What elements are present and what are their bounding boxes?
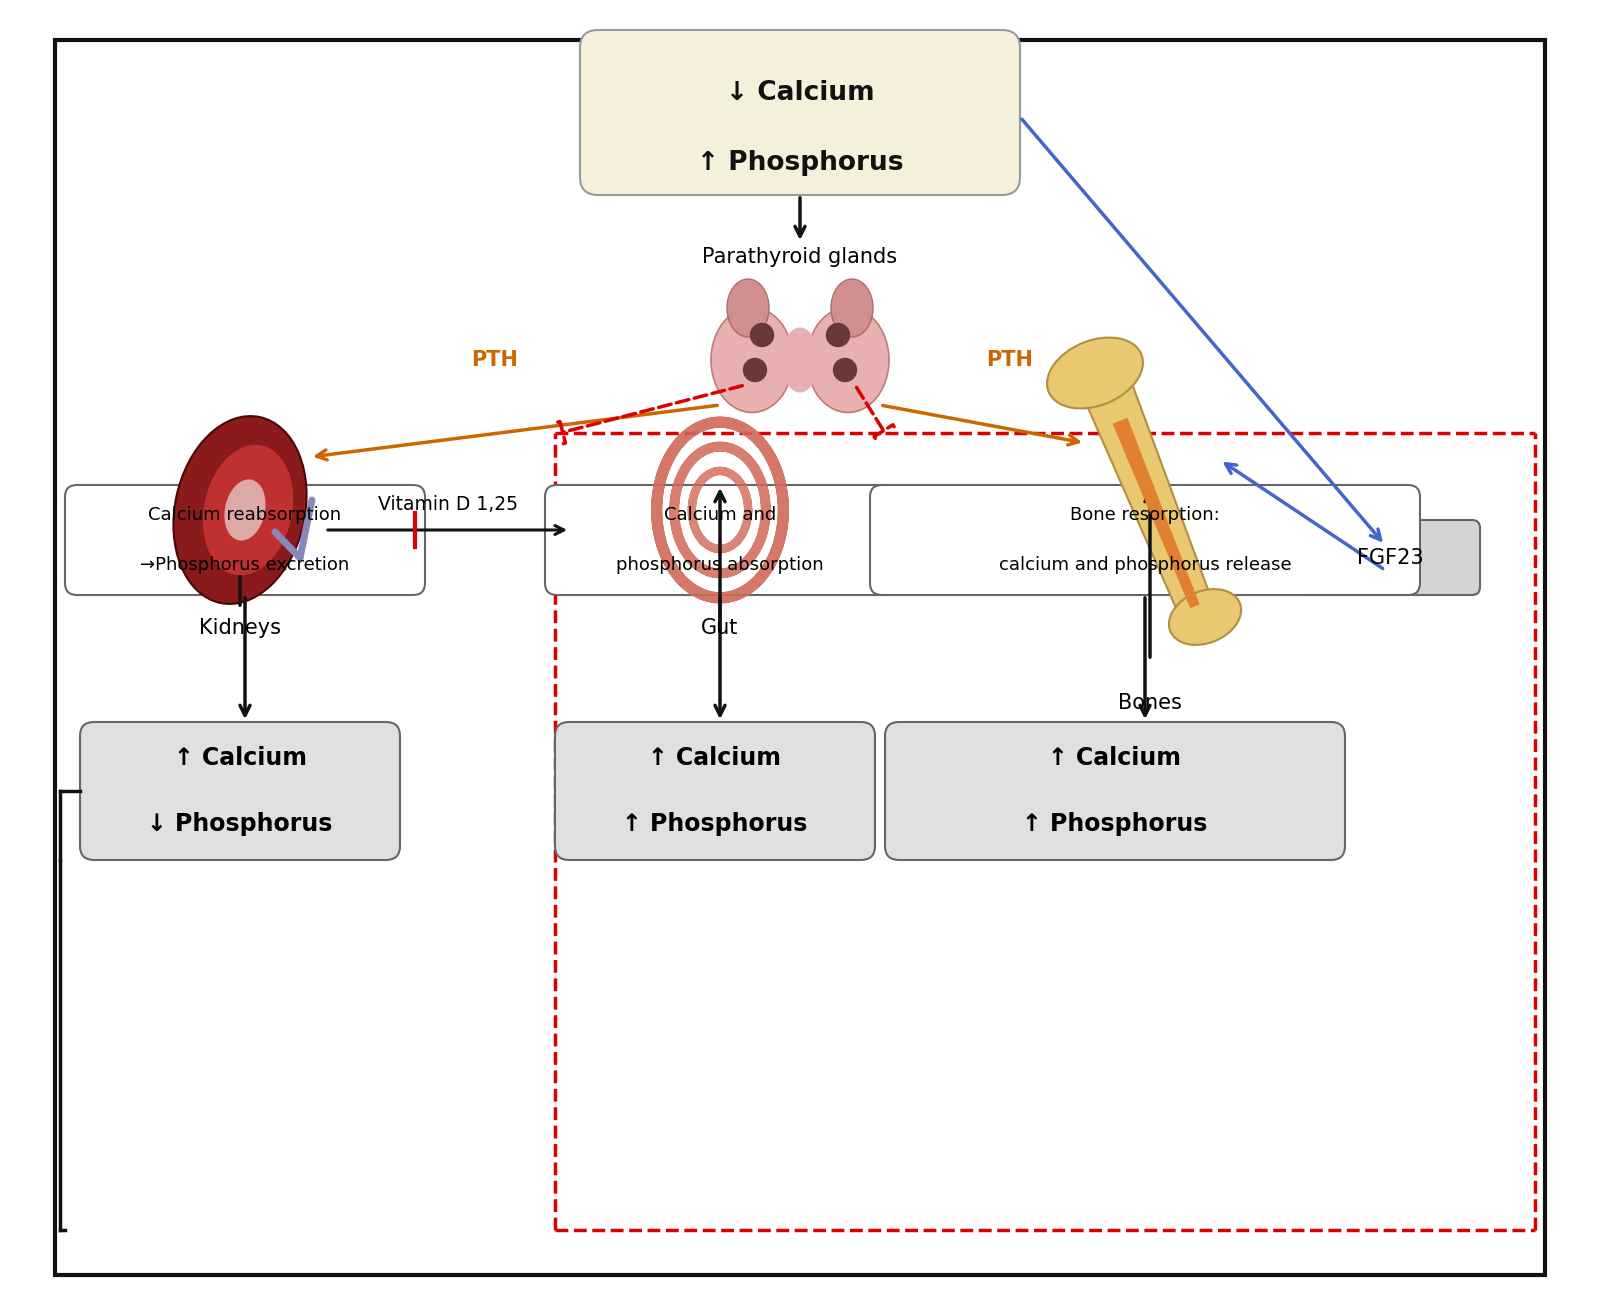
Text: →Phosphorus excretion: →Phosphorus excretion [141,556,350,575]
Text: PTH: PTH [472,350,518,370]
Ellipse shape [726,279,770,337]
Ellipse shape [806,308,890,413]
Circle shape [827,323,850,346]
Text: Bone resorption:: Bone resorption: [1070,506,1219,523]
Ellipse shape [781,327,819,392]
FancyBboxPatch shape [579,30,1021,195]
Polygon shape [1112,418,1200,608]
Text: phosphorus absorption: phosphorus absorption [616,556,824,575]
Text: Parathyroid glands: Parathyroid glands [702,247,898,267]
FancyBboxPatch shape [870,485,1421,594]
Ellipse shape [173,416,307,604]
FancyBboxPatch shape [66,485,426,594]
Circle shape [834,359,856,381]
Circle shape [750,323,773,346]
Text: Calcium and: Calcium and [664,506,776,523]
Ellipse shape [710,308,794,413]
Ellipse shape [203,444,293,575]
Text: ↓ Phosphorus: ↓ Phosphorus [147,813,333,836]
Polygon shape [1086,384,1224,646]
FancyBboxPatch shape [80,722,400,860]
Text: Kidneys: Kidneys [198,618,282,638]
Ellipse shape [1170,589,1242,644]
FancyBboxPatch shape [885,722,1346,860]
Text: PTH: PTH [987,350,1034,370]
Text: calcium and phosphorus release: calcium and phosphorus release [998,556,1291,575]
FancyBboxPatch shape [555,722,875,860]
Text: ↑ Phosphorus: ↑ Phosphorus [1022,813,1208,836]
Ellipse shape [224,480,266,540]
Text: ↑ Phosphorus: ↑ Phosphorus [622,813,808,836]
FancyBboxPatch shape [1299,519,1480,594]
Text: ↑ Calcium: ↑ Calcium [1048,746,1181,769]
Text: FGF23: FGF23 [1357,547,1424,568]
Text: ↓ Calcium: ↓ Calcium [726,80,874,107]
Text: ↑ Calcium: ↑ Calcium [173,746,307,769]
Text: Gut: Gut [701,618,739,638]
Circle shape [744,359,766,381]
Text: Vitamin D 1,25: Vitamin D 1,25 [378,496,518,514]
Ellipse shape [1046,338,1142,409]
Text: Bones: Bones [1118,693,1182,713]
Text: ↑ Calcium: ↑ Calcium [648,746,781,769]
Ellipse shape [830,279,874,337]
Text: ↑ Phosphorus: ↑ Phosphorus [696,150,904,176]
FancyBboxPatch shape [546,485,894,594]
Text: Calcium reabsorption: Calcium reabsorption [149,506,341,523]
